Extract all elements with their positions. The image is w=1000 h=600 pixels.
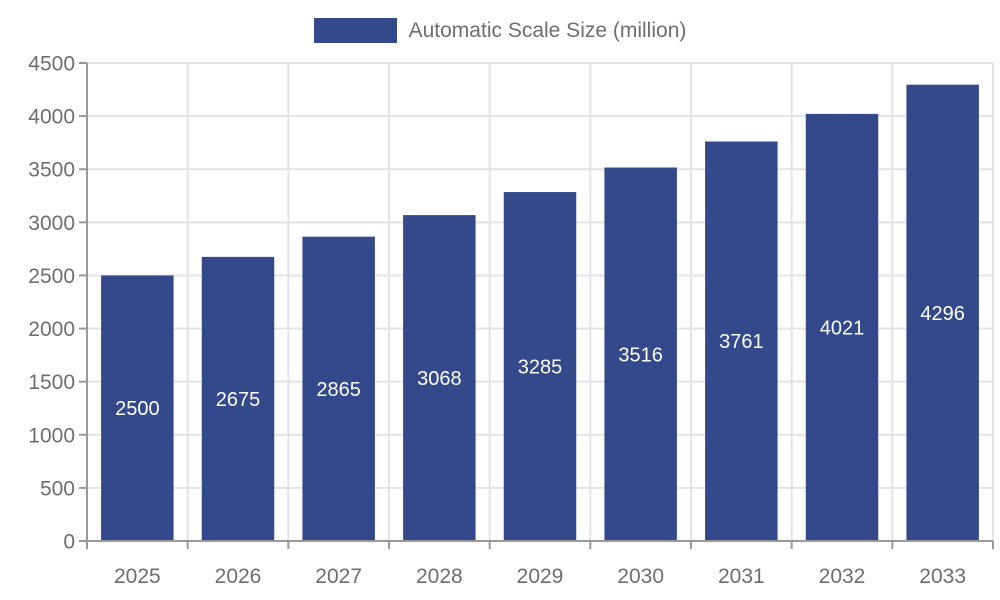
bar-value-label: 3761 [719, 331, 764, 353]
bar-value-label: 2500 [115, 398, 160, 420]
x-tick-label: 2031 [718, 565, 765, 588]
bar[interactable] [805, 113, 879, 542]
y-tick-label: 4500 [28, 53, 75, 76]
legend-swatch [313, 18, 397, 43]
bar-value-label: 2865 [316, 379, 361, 401]
x-tick-label: 2027 [315, 565, 362, 588]
bar-value-label: 4296 [920, 303, 965, 325]
y-tick-label: 4000 [28, 106, 75, 129]
bar[interactable] [906, 84, 979, 541]
y-tick-label: 3000 [28, 212, 75, 235]
y-tick-label: 0 [63, 531, 75, 554]
x-tick-label: 2030 [617, 565, 664, 588]
legend[interactable]: Automatic Scale Size (million) [0, 18, 1000, 43]
bar[interactable] [604, 167, 677, 542]
y-tick-label: 500 [40, 477, 75, 500]
x-tick-label: 2029 [517, 565, 564, 588]
x-tick-label: 2026 [215, 565, 262, 588]
x-tick-label: 2033 [919, 565, 966, 588]
bar[interactable] [101, 275, 174, 541]
bar[interactable] [503, 192, 577, 541]
bar-value-label: 4021 [820, 317, 865, 339]
x-tick-label: 2025 [114, 565, 161, 588]
bar-value-label: 3068 [417, 368, 462, 390]
bar[interactable] [201, 256, 275, 541]
legend-label: Automatic Scale Size (million) [408, 19, 687, 42]
bar[interactable] [705, 141, 778, 541]
bar-value-label: 3516 [618, 344, 663, 366]
y-tick-label: 3500 [28, 159, 75, 182]
y-tick-label: 1500 [28, 371, 75, 394]
bar[interactable] [403, 215, 476, 541]
y-tick-label: 1000 [28, 424, 75, 447]
y-tick-label: 2500 [28, 265, 75, 288]
y-tick-label: 2000 [28, 318, 75, 341]
bar-value-label: 3285 [518, 357, 563, 379]
x-tick-label: 2028 [416, 565, 463, 588]
bar[interactable] [302, 236, 375, 541]
bar-value-label: 2675 [216, 389, 261, 411]
x-tick-label: 2032 [819, 565, 866, 588]
